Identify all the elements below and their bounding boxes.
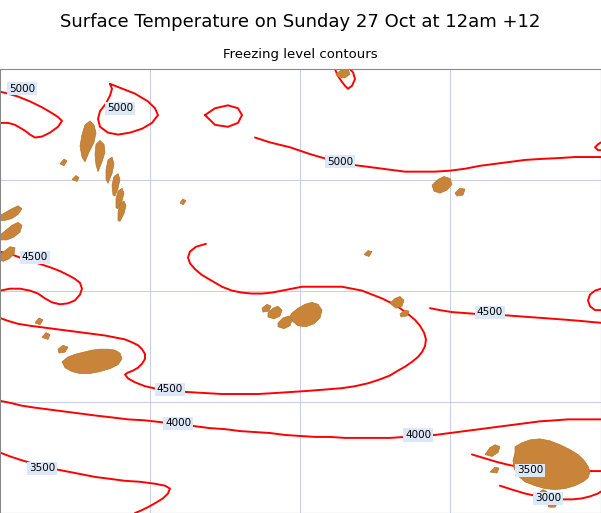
Text: 5000: 5000 <box>107 103 133 113</box>
Polygon shape <box>262 304 271 312</box>
Polygon shape <box>485 445 500 457</box>
Text: 3500: 3500 <box>29 463 55 473</box>
Polygon shape <box>336 69 350 78</box>
Polygon shape <box>290 302 322 327</box>
Polygon shape <box>513 439 590 489</box>
Polygon shape <box>95 141 105 172</box>
Text: Surface Temperature on Sunday 27 Oct at 12am +12: Surface Temperature on Sunday 27 Oct at … <box>60 13 541 31</box>
Polygon shape <box>0 222 22 240</box>
Text: Freezing level contours: Freezing level contours <box>223 48 378 61</box>
Polygon shape <box>112 173 120 196</box>
Polygon shape <box>278 316 292 329</box>
Text: 4000: 4000 <box>165 418 191 428</box>
Polygon shape <box>538 489 547 497</box>
Polygon shape <box>180 199 186 205</box>
Polygon shape <box>35 318 43 325</box>
Text: 5000: 5000 <box>327 157 353 167</box>
Text: 3000: 3000 <box>535 494 561 503</box>
Polygon shape <box>490 467 499 473</box>
Polygon shape <box>390 297 404 308</box>
Polygon shape <box>400 310 409 317</box>
Polygon shape <box>60 159 67 166</box>
Polygon shape <box>268 306 282 319</box>
Polygon shape <box>116 188 124 209</box>
Polygon shape <box>0 206 22 221</box>
Polygon shape <box>80 121 96 162</box>
Polygon shape <box>118 201 126 222</box>
Text: 4500: 4500 <box>477 307 503 317</box>
Text: 4500: 4500 <box>22 252 48 263</box>
Polygon shape <box>432 176 452 193</box>
Polygon shape <box>58 345 68 353</box>
Polygon shape <box>455 188 465 196</box>
Polygon shape <box>106 157 114 183</box>
Polygon shape <box>364 251 372 256</box>
Polygon shape <box>42 332 50 340</box>
Text: 4000: 4000 <box>405 430 431 440</box>
Text: 5000: 5000 <box>9 84 35 94</box>
Polygon shape <box>548 500 558 507</box>
Polygon shape <box>62 349 122 373</box>
Text: 3500: 3500 <box>517 465 543 475</box>
Polygon shape <box>72 175 79 182</box>
Text: 4500: 4500 <box>157 384 183 394</box>
Polygon shape <box>0 247 15 262</box>
